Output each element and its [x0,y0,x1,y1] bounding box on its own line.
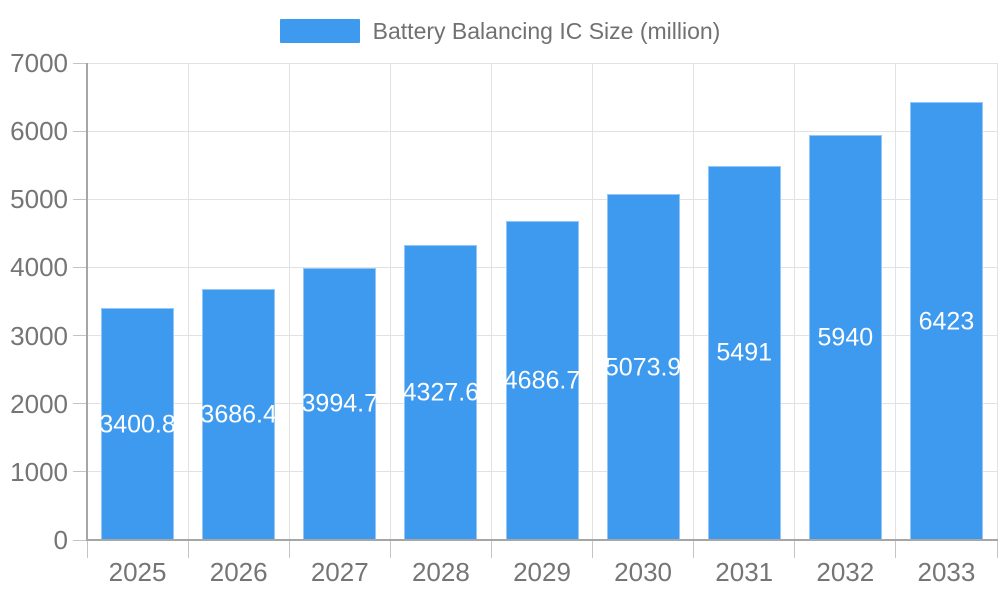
x-tick-label: 2033 [917,557,976,587]
bar[interactable]: 3686.4 [200,288,277,540]
gridline-vertical [592,63,594,540]
bar[interactable]: 3400.8 [99,308,176,540]
bar-value-label: 4327.6 [402,378,480,407]
x-axis-tick [794,540,796,558]
legend-label: Battery Balancing IC Size (million) [372,17,721,44]
x-axis-tick [86,540,88,558]
y-axis-tick [73,198,87,200]
bar[interactable]: 6423 [909,102,983,540]
y-axis-tick [73,130,87,132]
gridline-vertical [288,63,290,540]
y-tick-label: 6000 [10,116,68,147]
bar[interactable]: 3994.7 [301,267,378,540]
x-axis-tick [693,540,695,558]
gridline-vertical [389,63,391,540]
bar-value-label: 5073.9 [604,353,682,382]
y-axis-tick [73,266,87,268]
bar-value-label: 3400.8 [99,410,176,439]
gridline-vertical [996,63,998,540]
gridline-vertical [794,63,796,540]
y-tick-label: 5000 [10,184,68,215]
legend[interactable]: Battery Balancing IC Size (million) [0,16,1000,46]
x-tick-label: 2032 [816,557,875,587]
y-axis-tick [73,471,87,473]
x-axis-tick [187,540,189,558]
x-axis-tick [288,540,290,558]
y-tick-label: 7000 [10,48,68,78]
bar[interactable]: 5940 [808,135,882,540]
x-axis-tick [592,540,594,558]
bar[interactable]: 5491 [707,165,781,540]
bar-value-label: 5940 [817,323,874,352]
x-axis-tick [996,540,998,558]
x-tick-label: 2029 [513,557,571,587]
gridline-horizontal [87,62,997,64]
y-tick-label: 3000 [10,320,68,351]
gridline-vertical [895,63,897,540]
y-tick-label: 1000 [10,456,68,487]
x-axis-line [86,539,998,541]
y-axis-tick [73,62,87,64]
x-tick-label: 2025 [108,557,167,587]
bar-value-label: 4686.7 [503,366,581,395]
gridline-vertical [490,63,492,540]
legend-swatch [279,19,360,43]
x-axis-tick [389,540,391,558]
y-axis-tick [73,335,87,337]
x-tick-label: 2028 [411,557,470,587]
bar-value-label: 3994.7 [301,389,378,418]
bar[interactable]: 4686.7 [503,220,581,540]
y-axis-tick [73,539,87,541]
bar-value-label: 5491 [716,338,773,367]
gridline-vertical [187,63,189,540]
x-tick-label: 2031 [715,557,774,587]
y-tick-label: 2000 [10,388,68,419]
x-tick-label: 2026 [209,557,268,587]
gridline-horizontal [87,130,997,132]
x-tick-label: 2030 [614,557,673,587]
gridline-vertical [693,63,695,540]
y-tick-label: 4000 [10,252,68,283]
y-axis-tick [73,403,87,405]
x-tick-label: 2027 [310,557,369,587]
bar-value-label: 3686.4 [200,400,277,429]
bar-value-label: 6423 [918,307,975,336]
x-axis-tick [490,540,492,558]
y-axis-line [86,63,88,540]
bar[interactable]: 4327.6 [402,245,480,540]
gridline-horizontal [87,198,997,200]
bar[interactable]: 5073.9 [604,194,682,540]
y-tick-label: 0 [53,525,68,555]
x-axis-tick [895,540,897,558]
